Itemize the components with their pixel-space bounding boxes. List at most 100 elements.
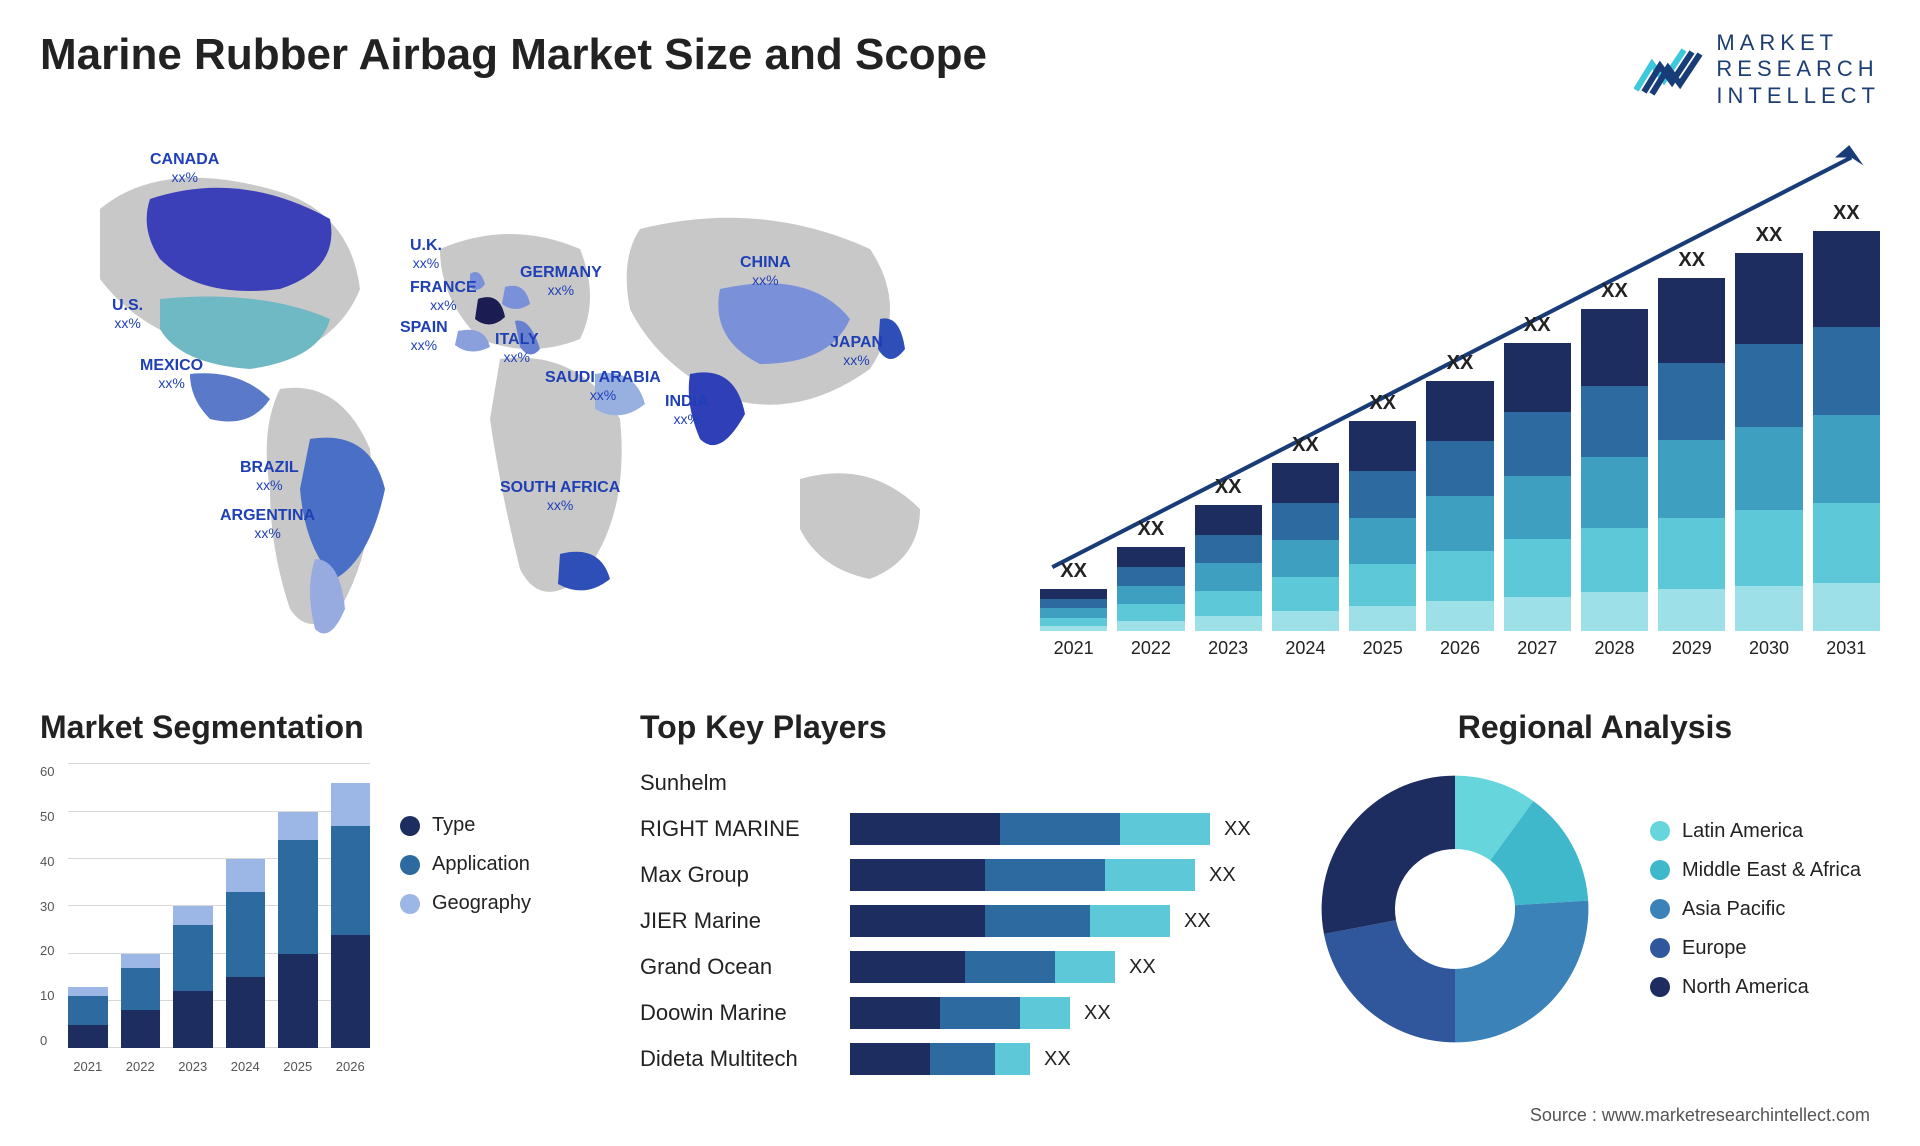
seg-seg-type [121, 1010, 161, 1048]
segmentation-title: Market Segmentation [40, 709, 600, 746]
player-row: XX [850, 948, 1270, 986]
seg-seg-application [331, 826, 371, 935]
growth-seg [1813, 327, 1880, 415]
growth-bar-2026: XX [1426, 352, 1493, 631]
player-name: Doowin Marine [640, 994, 830, 1032]
legend-label: Application [432, 853, 530, 876]
seg-ytick: 30 [40, 899, 68, 914]
growth-bar-2027: XX [1504, 314, 1571, 631]
growth-seg [1813, 583, 1880, 631]
growth-seg [1581, 592, 1648, 631]
legend-item: Type [400, 814, 531, 837]
legend-label: Geography [432, 892, 531, 915]
player-name: JIER Marine [640, 902, 830, 940]
seg-seg-geography [278, 812, 318, 840]
segmentation-chart: 0102030405060 202120222023202420252026 [40, 764, 370, 1074]
seg-seg-type [173, 991, 213, 1048]
map-label-argentina: ARGENTINAxx% [220, 507, 315, 542]
player-name: Grand Ocean [640, 948, 830, 986]
player-bars: XXXXXXXXXXXX [850, 764, 1270, 1078]
growth-seg [1195, 535, 1262, 563]
map-label-india: INDIAxx% [665, 393, 709, 428]
player-value: XX [1224, 818, 1251, 841]
legend-item: Latin America [1650, 820, 1861, 843]
seg-seg-geography [68, 987, 108, 996]
map-country-south-africa [558, 552, 610, 591]
map-label-brazil: BRAZILxx% [240, 459, 299, 494]
seg-year-label: 2025 [278, 1059, 318, 1074]
growth-seg [1272, 463, 1339, 503]
player-seg [1000, 813, 1120, 845]
growth-seg [1272, 540, 1339, 577]
growth-chart: XXXXXXXXXXXXXXXXXXXXXX 20212022202320242… [1040, 139, 1880, 659]
seg-seg-application [278, 840, 318, 954]
seg-seg-application [173, 925, 213, 991]
growth-seg [1658, 440, 1725, 518]
regional-panel: Regional Analysis Latin AmericaMiddle Ea… [1310, 709, 1880, 1078]
growth-seg [1117, 567, 1184, 586]
seg-bar-2025 [278, 812, 318, 1049]
growth-value-label: XX [1601, 280, 1628, 303]
legend-label: Europe [1682, 937, 1747, 960]
map-label-mexico: MEXICOxx% [140, 357, 203, 392]
player-seg [940, 997, 1020, 1029]
player-seg [850, 905, 985, 937]
legend-dot-icon [400, 855, 420, 875]
growth-seg [1426, 496, 1493, 551]
growth-seg [1735, 510, 1802, 586]
growth-seg [1117, 621, 1184, 631]
growth-seg [1040, 626, 1107, 631]
seg-bar-2023 [173, 906, 213, 1048]
player-bar [850, 951, 1115, 983]
player-seg [985, 859, 1105, 891]
growth-seg [1040, 599, 1107, 608]
growth-seg [1349, 518, 1416, 564]
map-label-south-africa: SOUTH AFRICAxx% [500, 479, 620, 514]
seg-bar-2021 [68, 987, 108, 1049]
growth-seg [1349, 606, 1416, 631]
player-name: Max Group [640, 856, 830, 894]
players-panel: Top Key Players SunhelmRIGHT MARINEMax G… [640, 709, 1270, 1078]
seg-seg-geography [173, 906, 213, 925]
growth-seg [1504, 343, 1571, 412]
seg-seg-application [121, 968, 161, 1011]
map-label-saudi-arabia: SAUDI ARABIAxx% [545, 369, 661, 404]
growth-seg [1426, 551, 1493, 601]
seg-seg-geography [226, 859, 266, 892]
player-seg [1020, 997, 1070, 1029]
seg-ytick: 40 [40, 854, 68, 869]
growth-seg [1658, 278, 1725, 363]
seg-seg-application [226, 892, 266, 977]
player-row [850, 764, 1270, 802]
growth-year-label: 2025 [1349, 638, 1416, 659]
growth-seg [1117, 586, 1184, 605]
growth-seg [1349, 471, 1416, 517]
segmentation-legend: Type Application Geography [400, 764, 531, 1074]
growth-seg [1504, 476, 1571, 539]
seg-seg-type [278, 954, 318, 1049]
player-value: XX [1044, 1048, 1071, 1071]
logo-line3: INTELLECT [1716, 83, 1880, 109]
growth-year-label: 2029 [1658, 638, 1725, 659]
map-svg [40, 139, 980, 659]
growth-seg [1272, 577, 1339, 611]
growth-value-label: XX [1678, 249, 1705, 272]
seg-year-label: 2022 [121, 1059, 161, 1074]
legend-item: Application [400, 853, 531, 876]
growth-seg [1504, 412, 1571, 475]
player-bar [850, 813, 1210, 845]
growth-year-label: 2026 [1426, 638, 1493, 659]
player-value: XX [1209, 864, 1236, 887]
player-bar [850, 859, 1195, 891]
player-seg [850, 1043, 930, 1075]
growth-year-label: 2027 [1504, 638, 1571, 659]
players-title: Top Key Players [640, 709, 1270, 746]
growth-seg [1195, 616, 1262, 631]
player-row: XX [850, 994, 1270, 1032]
world-map: CANADAxx%U.S.xx%MEXICOxx%BRAZILxx%ARGENT… [40, 139, 980, 659]
map-label-canada: CANADAxx% [150, 151, 219, 186]
seg-ytick: 20 [40, 943, 68, 958]
growth-value-label: XX [1447, 352, 1474, 375]
seg-bar-2022 [121, 954, 161, 1049]
seg-seg-geography [331, 783, 371, 826]
